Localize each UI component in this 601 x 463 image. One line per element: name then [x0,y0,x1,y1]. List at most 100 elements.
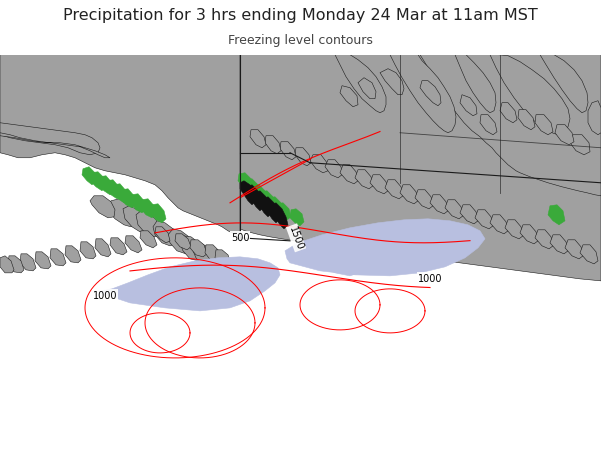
Polygon shape [95,239,111,257]
Polygon shape [193,244,217,267]
Text: 1000: 1000 [93,290,117,300]
Polygon shape [455,56,496,113]
Polygon shape [490,56,570,136]
Polygon shape [500,104,517,124]
Polygon shape [380,69,404,95]
Polygon shape [0,257,14,273]
Polygon shape [240,56,601,281]
Polygon shape [265,137,281,155]
Polygon shape [153,221,177,246]
Polygon shape [65,246,81,263]
Polygon shape [260,191,275,209]
Polygon shape [140,232,157,248]
Polygon shape [565,240,583,259]
Polygon shape [180,236,204,261]
Polygon shape [415,190,433,209]
Polygon shape [210,265,258,288]
Polygon shape [520,225,538,244]
Polygon shape [505,220,523,239]
Polygon shape [136,211,160,238]
Polygon shape [130,194,146,213]
Polygon shape [215,250,231,267]
Polygon shape [150,204,166,223]
Polygon shape [460,206,478,225]
Polygon shape [385,181,403,200]
Polygon shape [276,203,291,221]
Polygon shape [280,143,296,160]
Polygon shape [0,133,110,158]
Polygon shape [390,56,456,133]
Polygon shape [420,81,441,106]
Polygon shape [245,179,260,197]
Polygon shape [0,56,240,229]
Polygon shape [50,249,66,266]
Polygon shape [35,252,51,269]
Polygon shape [430,195,448,214]
Polygon shape [535,230,553,249]
Text: 1000: 1000 [418,273,442,283]
Polygon shape [190,240,207,257]
Polygon shape [248,185,264,211]
Text: Precipitation for 3 hrs ending Monday 24 Mar at 11am MST: Precipitation for 3 hrs ending Monday 24… [63,8,538,23]
Polygon shape [340,87,358,107]
Polygon shape [238,174,253,191]
Polygon shape [475,210,493,229]
Polygon shape [175,234,191,250]
Polygon shape [370,175,388,194]
Polygon shape [555,125,574,145]
Polygon shape [90,196,115,219]
Polygon shape [125,236,142,253]
Polygon shape [82,168,97,185]
Polygon shape [335,56,386,113]
Polygon shape [110,238,127,255]
Polygon shape [112,184,128,203]
Polygon shape [20,254,36,271]
Polygon shape [445,200,463,219]
Polygon shape [325,160,342,178]
Polygon shape [90,172,106,191]
Polygon shape [420,56,601,196]
Polygon shape [318,248,367,276]
Polygon shape [355,170,373,189]
Polygon shape [290,209,304,226]
Polygon shape [80,242,96,259]
Polygon shape [120,189,136,208]
Polygon shape [105,181,121,200]
Polygon shape [140,200,156,219]
Polygon shape [480,115,497,136]
Polygon shape [400,185,418,204]
Polygon shape [340,165,358,184]
Polygon shape [268,197,283,215]
Text: Freezing level contours: Freezing level contours [228,33,373,46]
Polygon shape [358,79,376,100]
Polygon shape [168,229,193,254]
Polygon shape [540,56,588,113]
Polygon shape [256,191,272,217]
Polygon shape [252,185,267,203]
Polygon shape [240,181,256,206]
Polygon shape [100,257,280,311]
Text: 500: 500 [231,232,249,242]
Polygon shape [310,156,328,174]
Polygon shape [550,235,568,254]
Polygon shape [272,203,288,229]
Polygon shape [205,245,222,263]
Polygon shape [460,95,477,117]
Polygon shape [0,124,100,156]
Polygon shape [98,176,114,195]
Polygon shape [580,245,598,264]
Polygon shape [535,115,553,136]
Polygon shape [155,227,170,243]
Polygon shape [548,206,565,225]
Polygon shape [588,101,601,136]
Polygon shape [123,206,148,232]
Polygon shape [518,111,535,131]
Polygon shape [0,56,240,239]
Polygon shape [264,197,280,223]
Polygon shape [490,215,508,234]
Polygon shape [570,136,590,156]
Polygon shape [295,149,311,166]
Polygon shape [107,200,138,227]
Polygon shape [8,257,24,273]
Polygon shape [250,131,266,149]
